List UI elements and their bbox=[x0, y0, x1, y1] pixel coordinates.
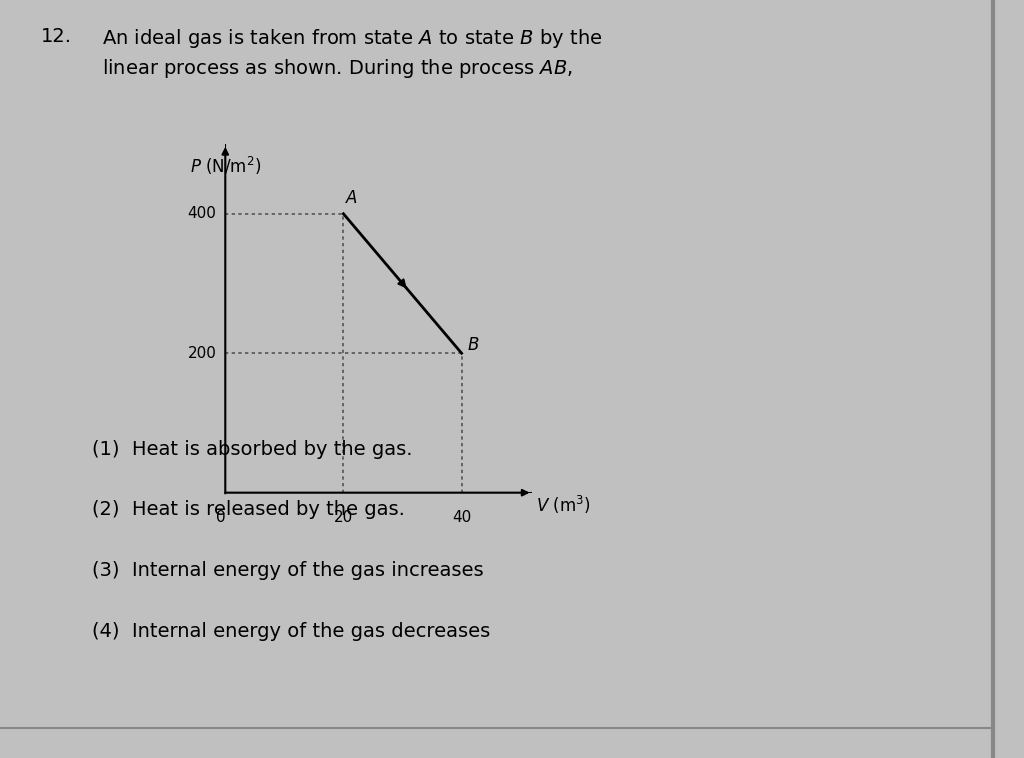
Text: (2)  Heat is released by the gas.: (2) Heat is released by the gas. bbox=[92, 500, 406, 519]
Text: 0: 0 bbox=[216, 510, 225, 525]
Text: 200: 200 bbox=[187, 346, 216, 361]
Text: $V$ (m$^3$): $V$ (m$^3$) bbox=[536, 494, 590, 516]
Text: A: A bbox=[346, 190, 357, 207]
Text: (3)  Internal energy of the gas increases: (3) Internal energy of the gas increases bbox=[92, 561, 483, 580]
Text: An ideal gas is taken from state $A$ to state $B$ by the: An ideal gas is taken from state $A$ to … bbox=[102, 27, 603, 49]
Text: B: B bbox=[468, 336, 479, 354]
Text: linear process as shown. During the process $AB$,: linear process as shown. During the proc… bbox=[102, 57, 573, 80]
Text: 20: 20 bbox=[334, 510, 353, 525]
Text: $P$ (N/m$^2$): $P$ (N/m$^2$) bbox=[189, 155, 261, 177]
Text: 40: 40 bbox=[452, 510, 471, 525]
Text: 400: 400 bbox=[187, 206, 216, 221]
Text: (4)  Internal energy of the gas decreases: (4) Internal energy of the gas decreases bbox=[92, 622, 490, 641]
Text: 12.: 12. bbox=[41, 27, 72, 45]
Text: (1)  Heat is absorbed by the gas.: (1) Heat is absorbed by the gas. bbox=[92, 440, 413, 459]
